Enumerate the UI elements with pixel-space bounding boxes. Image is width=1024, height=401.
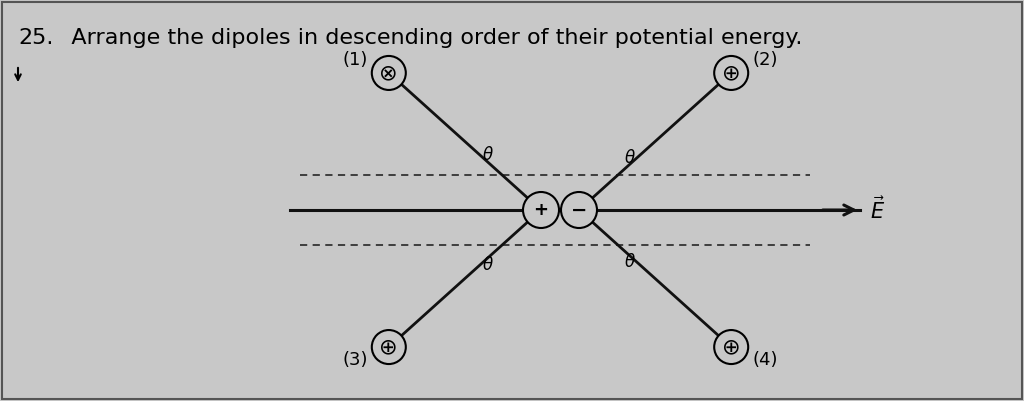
Circle shape — [523, 192, 559, 228]
Text: (1): (1) — [342, 51, 368, 69]
Text: ⊗: ⊗ — [380, 63, 398, 83]
Text: (3): (3) — [342, 351, 368, 369]
Text: Arrange the dipoles in descending order of their potential energy.: Arrange the dipoles in descending order … — [50, 28, 803, 48]
Text: ⊕: ⊕ — [722, 63, 740, 83]
Text: θ: θ — [625, 253, 635, 271]
Text: $\vec{E}$: $\vec{E}$ — [870, 196, 885, 223]
Circle shape — [372, 330, 406, 364]
Circle shape — [714, 330, 749, 364]
Text: ⊕: ⊕ — [722, 337, 740, 357]
Circle shape — [372, 56, 406, 90]
Text: ⊕: ⊕ — [380, 337, 398, 357]
Text: (4): (4) — [753, 351, 777, 369]
Text: −: − — [570, 200, 587, 219]
Text: (2): (2) — [753, 51, 777, 69]
Text: +: + — [534, 201, 549, 219]
Circle shape — [714, 56, 749, 90]
Circle shape — [561, 192, 597, 228]
Text: θ: θ — [482, 256, 493, 274]
Text: θ: θ — [482, 146, 493, 164]
Text: θ: θ — [625, 149, 635, 167]
Text: 25.: 25. — [18, 28, 53, 48]
